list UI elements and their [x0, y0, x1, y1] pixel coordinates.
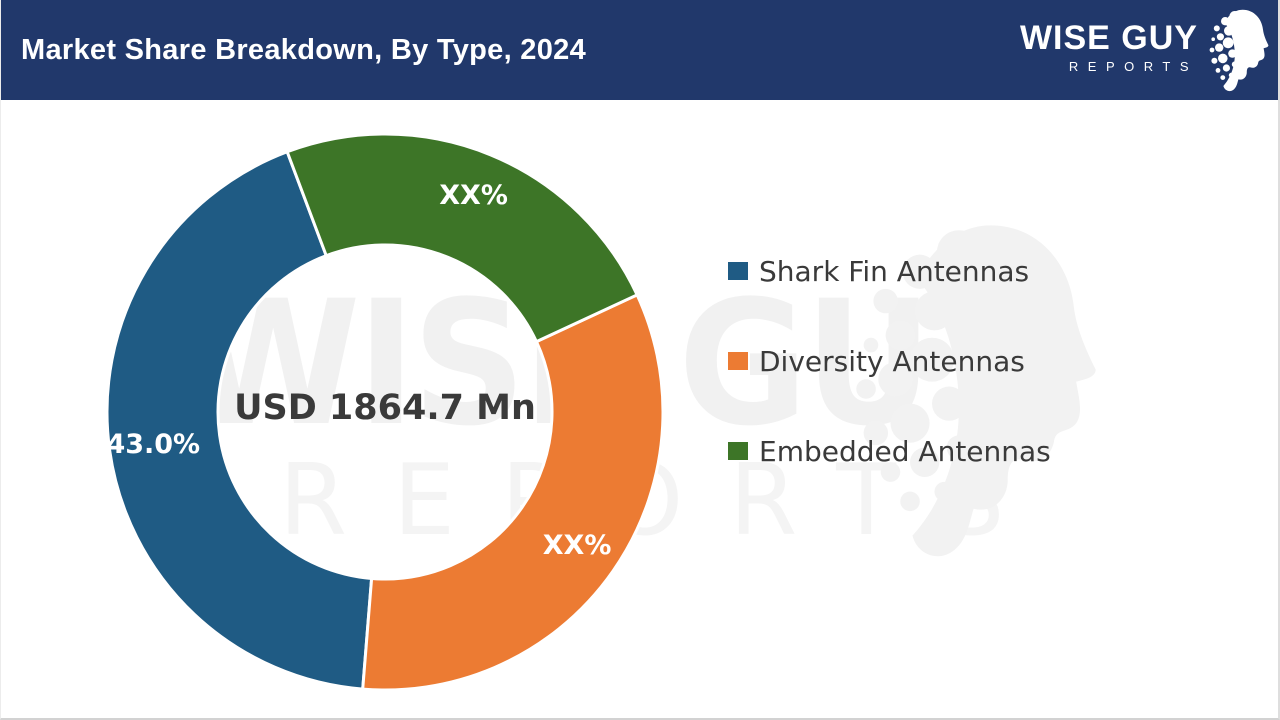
- page-title: Market Share Breakdown, By Type, 2024: [21, 33, 587, 66]
- legend-label: Embedded Antennas: [759, 434, 1051, 468]
- legend-label: Diversity Antennas: [759, 344, 1025, 378]
- donut-slice: [361, 293, 665, 692]
- header-bar: Market Share Breakdown, By Type, 2024 WI…: [1, 0, 1278, 100]
- legend-item: Embedded Antennas: [728, 434, 1051, 468]
- logo-line1: WISE GUY: [1019, 19, 1198, 57]
- donut-slice: [285, 132, 639, 344]
- slice-label: XX%: [439, 180, 508, 211]
- slice-label: XX%: [543, 530, 612, 561]
- slice-label: 43.0%: [106, 429, 200, 460]
- logo-line2: REPORTS: [1068, 59, 1198, 74]
- chart-area: WISE GUY REPORTS 43.0% XX% XX% USD 1864.7 …: [1, 100, 1278, 718]
- legend-label: Shark Fin Antennas: [759, 254, 1030, 288]
- legend-swatch-icon: [728, 262, 748, 280]
- legend-item: Diversity Antennas: [728, 344, 1051, 378]
- logo-wordmark: WISE GUY REPORTS: [1020, 21, 1198, 73]
- legend-item: Shark Fin Antennas: [728, 254, 1051, 288]
- face-profile-dots-icon: [1209, 9, 1269, 92]
- legend-swatch-icon: [728, 442, 748, 460]
- donut-slice: [105, 150, 374, 691]
- donut-center-value: USD 1864.7 Mn: [234, 388, 536, 428]
- donut-chart: 43.0% XX% XX%: [105, 132, 665, 692]
- legend: Shark Fin Antennas Diversity Antennas Embe…: [728, 254, 1051, 524]
- legend-swatch-icon: [728, 352, 748, 370]
